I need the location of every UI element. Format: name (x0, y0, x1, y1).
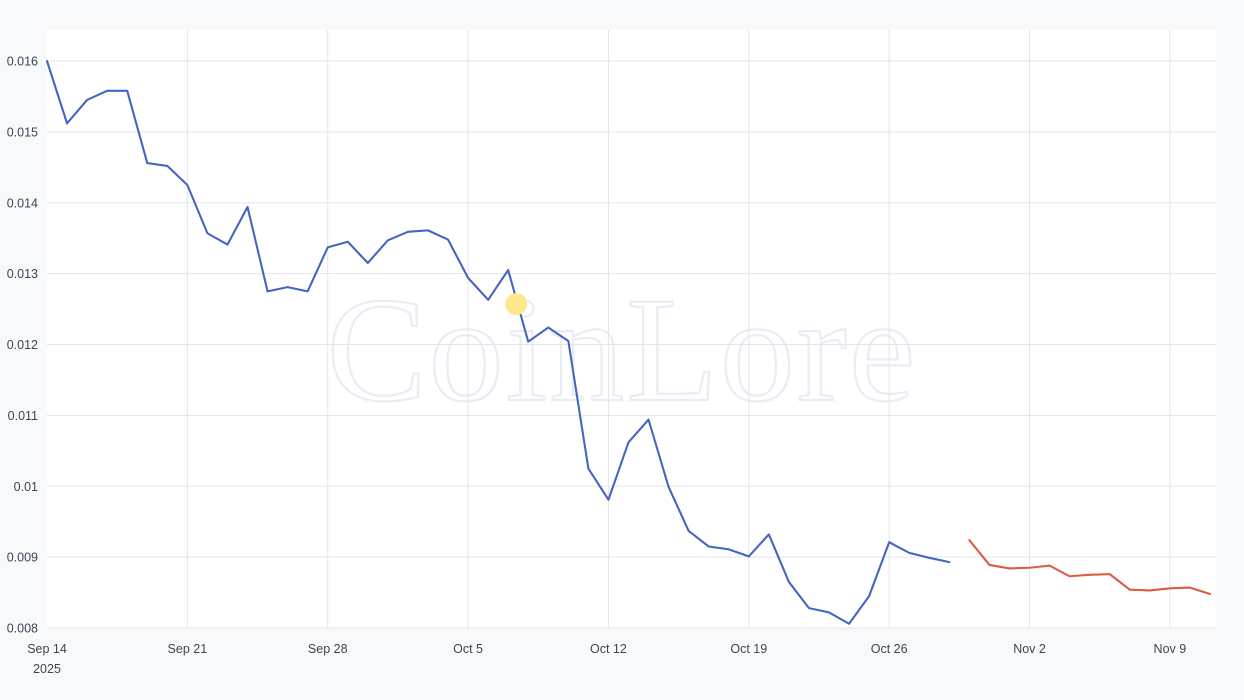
x-tick-label: Nov 9 (1154, 642, 1187, 656)
y-tick-label: 0.008 (7, 622, 38, 636)
x-axis-year-label: 2025 (33, 662, 61, 676)
x-tick-label: Sep 14 (27, 642, 67, 656)
plot-background-group (47, 30, 1216, 628)
forecast-price-line[interactable] (968, 539, 1212, 596)
historical-price-line[interactable] (45, 59, 951, 625)
plot-area-background (47, 30, 1216, 628)
y-tick-label: 0.013 (7, 267, 38, 281)
y-tick-label: 0.016 (7, 55, 38, 69)
x-tick-label: Sep 28 (308, 642, 348, 656)
y-tick-label: 0.015 (7, 125, 38, 139)
y-tick-label: 0.009 (7, 551, 38, 565)
x-tick-label: Oct 19 (730, 642, 767, 656)
x-tick-label: Nov 2 (1013, 642, 1046, 656)
watermark-text: CoinLore (327, 267, 918, 433)
y-tick-label: 0.012 (7, 338, 38, 352)
highlight-marker-dot[interactable] (505, 293, 528, 316)
x-tick-label: Oct 5 (453, 642, 483, 656)
x-tick-label: Oct 12 (590, 642, 627, 656)
y-axis-tick-labels: 0.016 0.015 0.014 0.013 0.012 0.011 0.01 0.009 0… (7, 55, 38, 636)
y-tick-label: 0.011 (8, 409, 38, 423)
x-axis-tick-labels: Sep 14 2025 Sep 21 Sep 28 Oct 5 Oct 12 Oct 19 O… (27, 642, 1186, 676)
watermark: CoinLore (325, 266, 918, 434)
x-tick-label: Sep 21 (168, 642, 208, 656)
highlight-marker-group[interactable] (505, 293, 528, 316)
y-gridlines (47, 60, 1216, 629)
y-tick-label: 0.014 (7, 196, 38, 210)
y-tick-label: 0.01 (14, 480, 38, 494)
x-gridlines (186, 30, 1171, 628)
data-series-group[interactable] (45, 59, 1212, 625)
x-tick-label: Oct 26 (871, 642, 908, 656)
